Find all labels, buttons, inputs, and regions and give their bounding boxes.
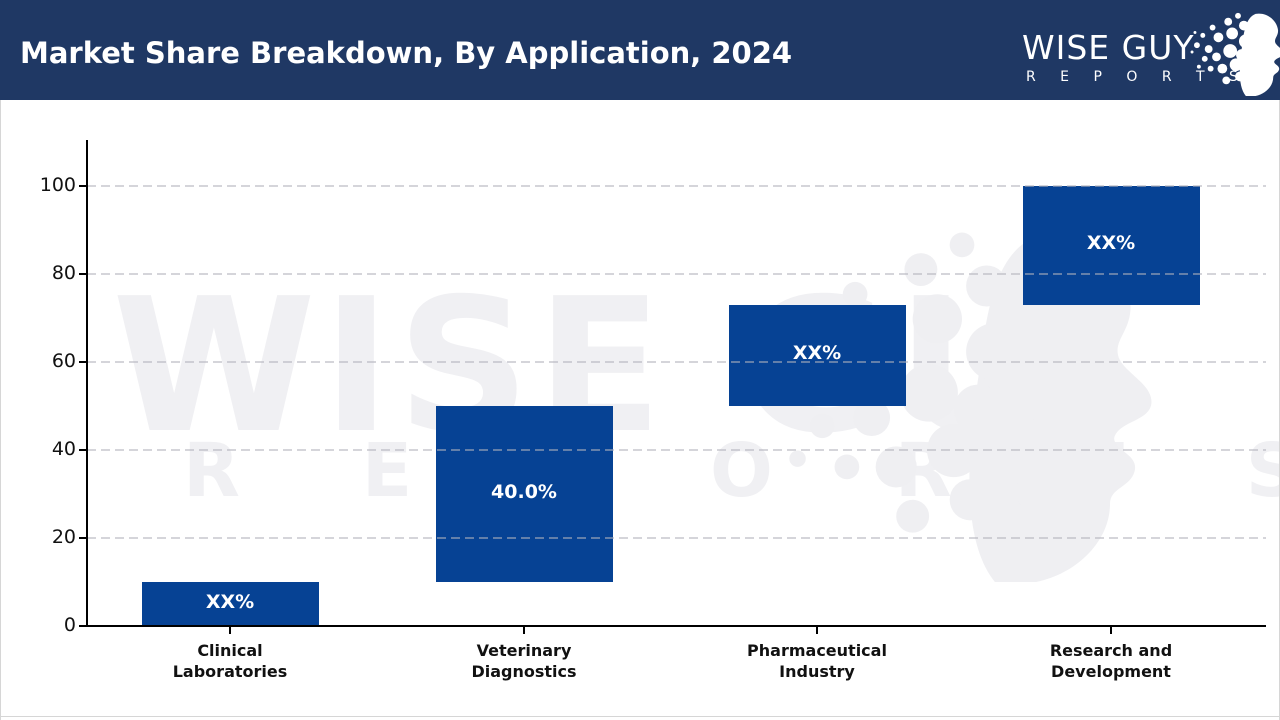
y-tick-label: 80: [51, 262, 76, 284]
bar-value-label: XX%: [792, 342, 842, 365]
y-tick-mark: [79, 625, 86, 627]
logo-head-icon: [1190, 12, 1280, 96]
card-border-left: [0, 100, 1, 720]
y-tick-label: 0: [63, 614, 76, 636]
x-axis-spine: [86, 625, 1266, 627]
bar-value-label: XX%: [1086, 232, 1136, 255]
y-tick-mark: [79, 537, 86, 539]
y-axis-spine: [86, 140, 88, 627]
header-band: Market Share Breakdown, By Application, …: [0, 0, 1280, 100]
gridline-y60: [87, 361, 1266, 363]
y-tick-mark: [79, 273, 86, 275]
y-tick-mark: [79, 449, 86, 451]
x-tick-mark: [816, 627, 818, 634]
y-tick-label: 60: [51, 350, 76, 372]
y-tick-label: 40: [51, 438, 76, 460]
bar-1: [141, 582, 319, 626]
x-tick-mark: [523, 627, 525, 634]
bar-value-label: 40.0%: [491, 481, 557, 503]
logo-subtitle: R E P O R T S: [1026, 69, 1248, 85]
x-category-label: Pharmaceutical Industry: [747, 641, 887, 682]
logo-wordmark: WISE GUY: [1022, 28, 1195, 67]
gridline-y100: [87, 185, 1266, 187]
card-border-bottom: [0, 716, 1280, 717]
wiseguy-logo: WISE GUY R E P O R T S: [1022, 6, 1280, 96]
bar-3: [728, 304, 906, 406]
y-tick-mark: [79, 185, 86, 187]
gridline-y40: [87, 449, 1266, 451]
chart-title: Market Share Breakdown, By Application, …: [20, 36, 793, 70]
x-tick-mark: [229, 627, 231, 634]
bar-2: [435, 406, 613, 582]
y-tick-label: 20: [51, 526, 76, 548]
gridline-y80: [87, 273, 1266, 275]
gridline-y20: [87, 537, 1266, 539]
x-category-label: Research and Development: [1049, 641, 1173, 682]
bar-value-label: XX%: [205, 591, 255, 613]
y-tick-mark: [79, 361, 86, 363]
x-tick-mark: [1110, 627, 1112, 634]
y-tick-label: 100: [39, 174, 76, 196]
bar-4: [1022, 186, 1200, 305]
x-category-label: Veterinary Diagnostics: [471, 641, 577, 682]
x-category-label: Clinical Laboratories: [172, 641, 288, 682]
